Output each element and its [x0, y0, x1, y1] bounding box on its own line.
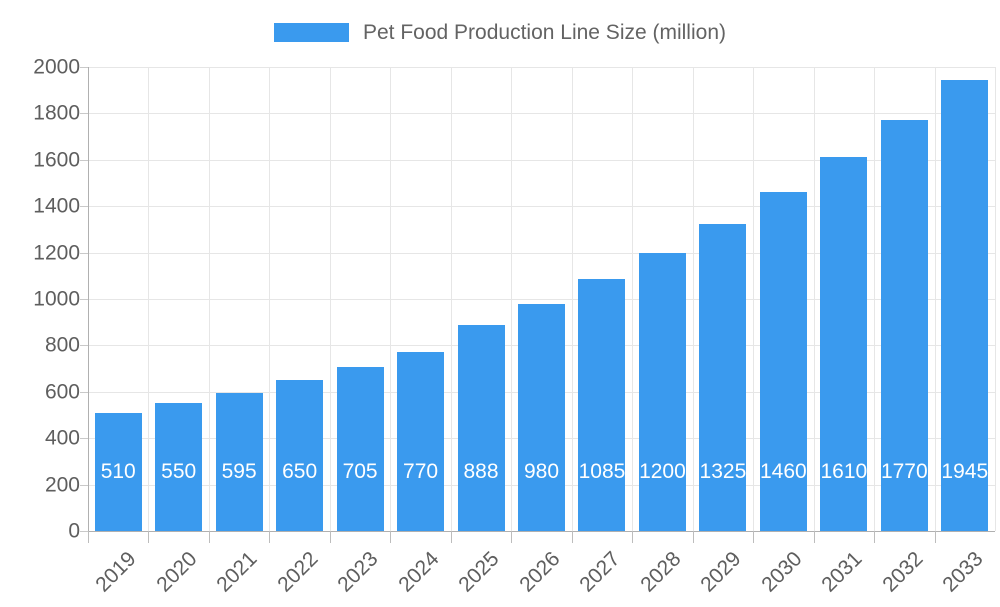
gridline-vertical — [814, 67, 815, 531]
y-axis-tick-label: 800 — [44, 333, 80, 357]
y-axis-tick-label: 1200 — [33, 241, 80, 265]
x-axis-tick-label: 2019 — [91, 547, 142, 597]
x-axis-tick-label: 2029 — [696, 547, 746, 597]
gridline-vertical — [693, 67, 694, 531]
bar[interactable] — [759, 192, 807, 531]
y-axis-tick-mark — [80, 531, 88, 532]
y-axis-line — [88, 67, 89, 531]
y-axis-tick-mark — [80, 345, 88, 347]
gridline-vertical — [935, 67, 936, 531]
x-axis-tick-label: 2020 — [152, 547, 202, 597]
y-axis-tick-label: 1000 — [33, 287, 80, 311]
y-axis-tick-mark — [80, 159, 88, 161]
chart-legend: Pet Food Production Line Size (million) — [0, 14, 1000, 50]
x-axis-tick-mark — [390, 531, 391, 543]
y-axis-tick-label: 1400 — [33, 194, 80, 218]
bar[interactable] — [699, 223, 747, 531]
x-axis-tick-mark — [874, 531, 875, 543]
gridline-vertical — [209, 67, 210, 531]
y-axis-tick-label: 2000 — [33, 55, 80, 79]
x-axis-tick-mark — [451, 531, 452, 543]
gridline-vertical — [753, 67, 754, 531]
y-axis-tick-mark — [80, 391, 88, 393]
bar[interactable] — [820, 157, 868, 531]
y-axis-tick-label: 1600 — [33, 148, 80, 172]
bar[interactable] — [336, 367, 384, 531]
y-axis-tick-mark — [80, 484, 88, 486]
gridline-horizontal — [88, 113, 995, 115]
x-axis-tick-label: 2030 — [756, 547, 807, 597]
y-axis-tick-label: 600 — [44, 380, 80, 404]
bar[interactable] — [397, 352, 445, 531]
gridline-vertical — [390, 67, 391, 531]
x-axis-tick-mark — [88, 531, 89, 543]
x-axis-tick-label: 2022 — [273, 547, 323, 597]
gridline-horizontal — [88, 67, 995, 68]
x-axis-tick-label: 2031 — [817, 547, 867, 597]
x-axis-tick-mark — [148, 531, 149, 543]
y-axis-tick-label: 200 — [44, 473, 80, 497]
x-axis-tick-label: 2027 — [575, 547, 625, 597]
x-axis-tick-mark — [632, 531, 633, 543]
bar[interactable] — [215, 392, 263, 531]
x-axis-tick-mark — [693, 531, 694, 543]
y-axis-tick-mark — [80, 67, 88, 68]
y-axis: 0 200 400 600 800 1000 1200 1400 1600 1800 2000 — [0, 0, 88, 600]
gridline-vertical — [148, 67, 149, 531]
x-axis-tick-mark — [330, 531, 331, 543]
bar[interactable] — [457, 324, 505, 531]
y-axis-tick-label: 0 — [68, 519, 80, 543]
x-axis-tick-label: 2024 — [394, 547, 444, 597]
y-axis-tick-mark — [80, 252, 88, 254]
bar[interactable] — [94, 412, 142, 531]
y-axis-tick-mark — [80, 438, 88, 440]
gridline-vertical — [632, 67, 633, 531]
x-axis-tick-mark — [753, 531, 754, 543]
y-axis-tick-mark — [80, 113, 88, 115]
gridline-vertical — [995, 67, 996, 531]
bar[interactable] — [880, 120, 928, 531]
y-axis-tick-mark — [80, 299, 88, 300]
x-axis-tick-label: 2021 — [212, 547, 262, 597]
gridline-horizontal — [88, 252, 995, 254]
plot-area: 510 550 595 650 705 770 888 980 1085 1200 1325 1460… — [88, 67, 996, 532]
y-axis-tick-mark — [80, 206, 88, 208]
bar[interactable] — [276, 380, 324, 531]
x-axis-tick-label: 2023 — [333, 547, 383, 597]
bar[interactable] — [578, 279, 626, 531]
gridline-horizontal — [88, 299, 995, 300]
gridline-vertical — [269, 67, 270, 531]
gridline-vertical — [511, 67, 512, 531]
x-axis-tick-mark — [572, 531, 573, 543]
x-axis-tick-label: 2025 — [454, 547, 504, 597]
bar[interactable] — [941, 79, 989, 531]
x-axis-tick-label: 2028 — [635, 547, 686, 597]
gridline-horizontal — [88, 206, 995, 208]
gridline-vertical — [874, 67, 875, 531]
gridline-vertical — [572, 67, 573, 531]
y-axis-tick-label: 400 — [44, 426, 80, 450]
gridline-vertical — [451, 67, 452, 531]
x-axis-tick-label: 2032 — [877, 547, 928, 597]
x-axis-tick-mark — [511, 531, 512, 543]
bar[interactable] — [155, 403, 203, 531]
x-axis-line — [88, 531, 995, 532]
x-axis-tick-mark — [935, 531, 936, 543]
bar[interactable] — [518, 303, 565, 531]
x-axis-tick-mark — [269, 531, 270, 543]
bar[interactable] — [638, 252, 686, 531]
legend-label: Pet Food Production Line Size (million) — [362, 20, 726, 44]
x-axis-tick-label: 2026 — [515, 547, 565, 597]
y-axis-tick-label: 1800 — [33, 101, 80, 125]
gridline-horizontal — [88, 159, 995, 161]
gridline-vertical — [330, 67, 331, 531]
x-axis-tick-label: 2033 — [938, 547, 988, 597]
legend-swatch-icon — [273, 22, 349, 42]
x-axis-tick-mark — [209, 531, 210, 543]
x-axis-tick-mark — [814, 531, 815, 543]
